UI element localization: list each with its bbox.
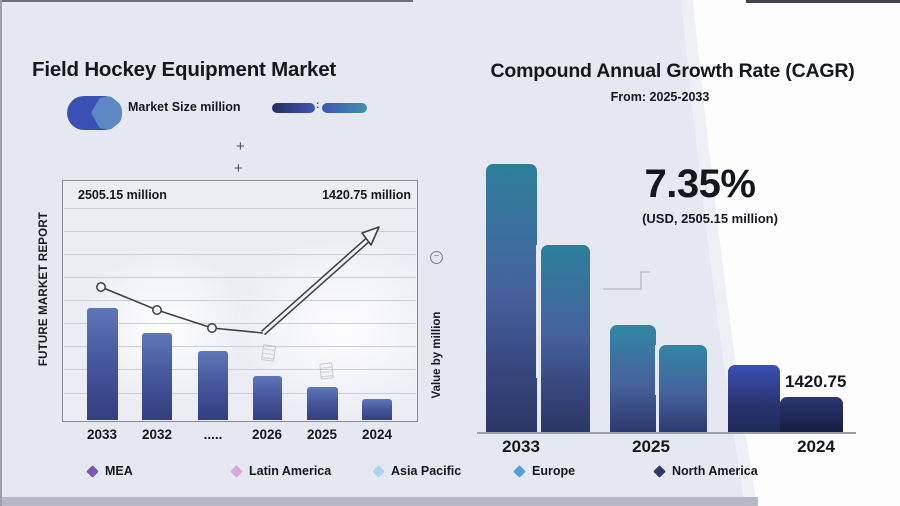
start-value-label: 2505.15 million	[78, 188, 167, 202]
plus-mark-icon: +	[234, 160, 243, 177]
gridline	[64, 231, 416, 232]
cagr-x-label-2025: 2025	[632, 437, 670, 456]
legend-label: MEA	[105, 464, 133, 478]
x-label-2024: 2024	[361, 427, 393, 442]
cagr-note: (USD, 2505.15 million)	[642, 211, 778, 226]
legend-label: North America	[672, 464, 758, 478]
cagr-bar-2025-b	[659, 345, 707, 432]
page-title: Field Hockey Equipment Market	[32, 58, 337, 81]
watermark-document-icon	[260, 344, 277, 362]
frame-edge-top-right	[746, 0, 900, 3]
x-label-2026: 2026	[251, 427, 283, 442]
x-label-2025: 2025	[306, 427, 338, 442]
legend-item-latin-america: Latin America	[230, 464, 332, 478]
legend-label: Asia Pacific	[391, 464, 462, 478]
minus-circle-icon: −	[430, 251, 443, 264]
ratio-colon: :	[316, 100, 320, 111]
market-size-label: Market Size million	[128, 100, 241, 114]
plus-mark-icon: +	[236, 138, 245, 155]
bottom-strip	[0, 497, 758, 506]
x-label-2033: 2033	[86, 427, 118, 442]
bar-.....	[198, 351, 228, 420]
ratio-pill-left	[272, 103, 315, 113]
x-label-.....: .....	[203, 427, 223, 442]
bar-2025	[307, 387, 338, 420]
legend-diamond-icon	[372, 464, 385, 478]
gridline	[64, 254, 416, 255]
cagr-x-label-2033: 2033	[502, 437, 540, 456]
cagr-value: 7.35%	[644, 162, 756, 206]
frame-edge-top-left	[0, 0, 413, 2]
legend-item-north-america: North America	[653, 464, 758, 478]
legend-item-mea: MEA	[86, 464, 133, 478]
market-size-cylinder-icon	[67, 96, 122, 130]
value-axis-label: Value by million	[431, 311, 443, 399]
cagr-bar-2024-a	[728, 365, 780, 432]
gridline	[64, 277, 416, 278]
legend-label: Latin America	[249, 464, 332, 478]
gridline	[64, 346, 416, 347]
legend-diamond-icon	[86, 464, 99, 478]
legend-item-asia-pacific: Asia Pacific	[372, 464, 462, 478]
bar-pair-divider	[536, 245, 541, 378]
gridline	[64, 208, 416, 209]
bar-2024	[362, 399, 392, 420]
legend-diamond-icon	[653, 464, 666, 478]
ratio-pill-right	[322, 103, 367, 113]
cagr-bar-2033-a	[486, 164, 537, 432]
cagr-bar-2025-a	[610, 325, 656, 432]
gridline	[64, 369, 416, 370]
legend-label: Europe	[532, 464, 576, 478]
cagr-bar-2024-b	[780, 397, 843, 432]
cagr-x-axis	[477, 432, 856, 434]
gridline	[64, 393, 416, 394]
cagr-x-label-2024: 2024	[797, 437, 835, 456]
cagr-title: Compound Annual Growth Rate (CAGR)	[490, 60, 855, 82]
bar-pair-divider	[655, 345, 659, 395]
cagr-bar-value-label: 1420.75	[785, 372, 847, 391]
gridline	[64, 300, 416, 301]
legend-diamond-icon	[513, 464, 526, 478]
frame-edge-left	[0, 0, 2, 506]
bar-2032	[142, 333, 172, 420]
cagr-bar-2033-b	[541, 245, 590, 432]
bar-2033	[87, 308, 118, 420]
cagr-subtitle: From: 2025-2033	[610, 90, 710, 104]
watermark-document-icon	[319, 362, 334, 380]
legend-item-europe: Europe	[513, 464, 576, 478]
left-watermark-label: FUTURE MARKET REPORT	[38, 211, 50, 367]
x-label-2032: 2032	[141, 427, 173, 442]
end-value-label: 1420.75 million	[322, 188, 411, 202]
legend-diamond-icon	[230, 464, 243, 478]
bar-2026	[253, 376, 282, 420]
